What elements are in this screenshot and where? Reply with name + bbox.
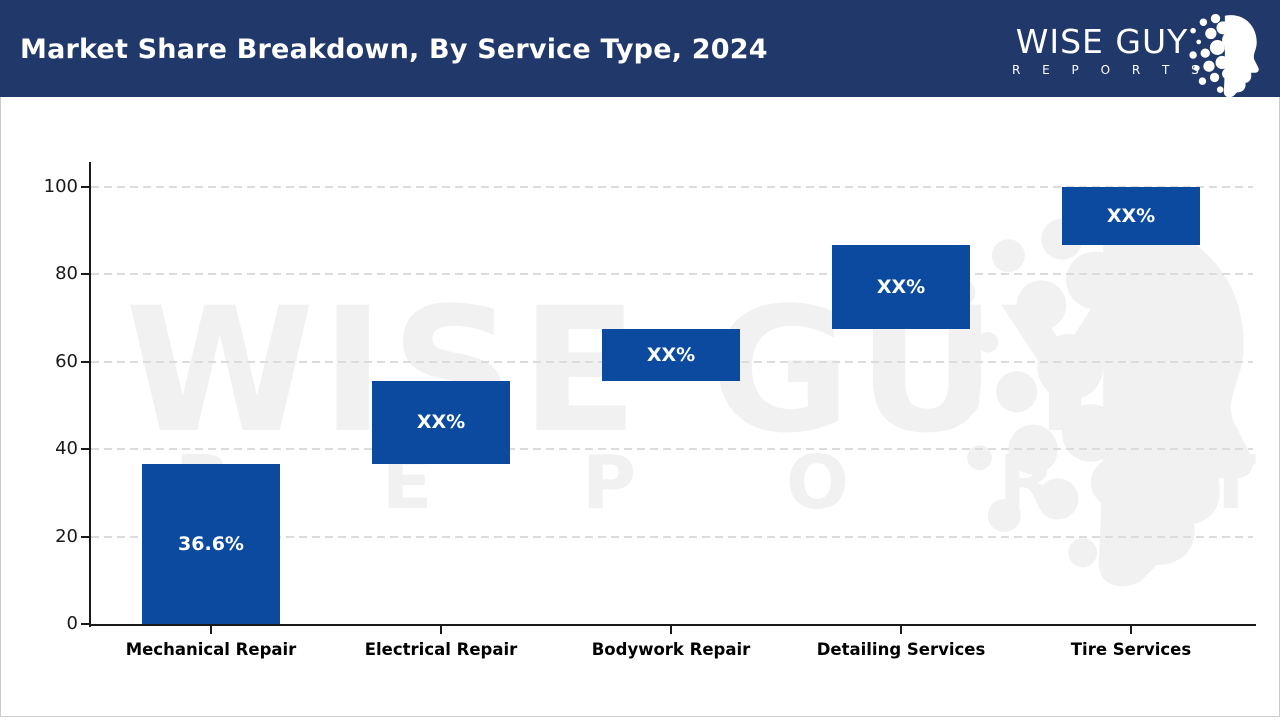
bar-value-label: 36.6% — [178, 533, 244, 556]
bar-value-label: XX% — [646, 343, 696, 366]
x-tick-mark — [440, 626, 442, 634]
bar-value-label: XX% — [1106, 205, 1156, 228]
x-tick-mark — [670, 626, 672, 634]
logo-text: WISE GUY R E P O R T S — [1012, 22, 1208, 77]
x-tick-label: Mechanical Repair — [125, 640, 297, 659]
y-tick-mark — [81, 623, 89, 625]
bar-segment: XX% — [372, 380, 510, 465]
x-tick-label: Tire Services — [1070, 640, 1192, 659]
page-title: Market Share Breakdown, By Service Type,… — [20, 34, 768, 65]
y-tick-label: 60 — [55, 350, 78, 372]
y-tick-mark — [81, 273, 89, 276]
bar-segment: XX% — [602, 329, 740, 381]
x-tick-label: Bodywork Repair — [591, 640, 751, 659]
wise-guy-logo: WISE GUY R E P O R T S — [1012, 8, 1262, 98]
y-tick-label: 100 — [43, 176, 78, 197]
y-tick-mark — [81, 535, 89, 538]
y-tick-label: 40 — [55, 438, 78, 460]
gridline — [91, 448, 1253, 451]
gridline — [91, 273, 1253, 276]
y-axis-spine — [89, 162, 91, 627]
y-tick-mark — [81, 448, 89, 451]
logo-subtitle: R E P O R T S — [1012, 63, 1208, 77]
gridline — [91, 535, 1253, 538]
x-tick-mark — [1130, 626, 1132, 634]
y-tick-label: 80 — [55, 263, 78, 285]
y-tick-label: 0 — [66, 613, 78, 634]
logo-wordmark: WISE GUY — [1015, 22, 1189, 61]
bar-value-label: XX% — [876, 276, 926, 299]
y-tick-mark — [81, 360, 89, 363]
x-tick-mark — [210, 626, 212, 634]
y-tick-mark — [81, 186, 89, 188]
watermark-head-icon — [946, 218, 1253, 587]
x-tick-label: Electrical Repair — [364, 640, 518, 659]
x-tick-mark — [900, 626, 902, 634]
bar-value-label: XX% — [416, 411, 466, 434]
bar-segment: 36.6% — [142, 464, 280, 624]
logo-head-icon — [1189, 13, 1259, 98]
header-band: Market Share Breakdown, By Service Type,… — [0, 0, 1280, 98]
gridline — [91, 186, 1253, 188]
bar-segment: XX% — [1062, 187, 1200, 246]
bar-segment: XX% — [832, 245, 970, 329]
x-tick-label: Detailing Services — [816, 640, 986, 659]
y-tick-label: 20 — [55, 525, 78, 547]
x-axis-spine — [89, 624, 1256, 626]
